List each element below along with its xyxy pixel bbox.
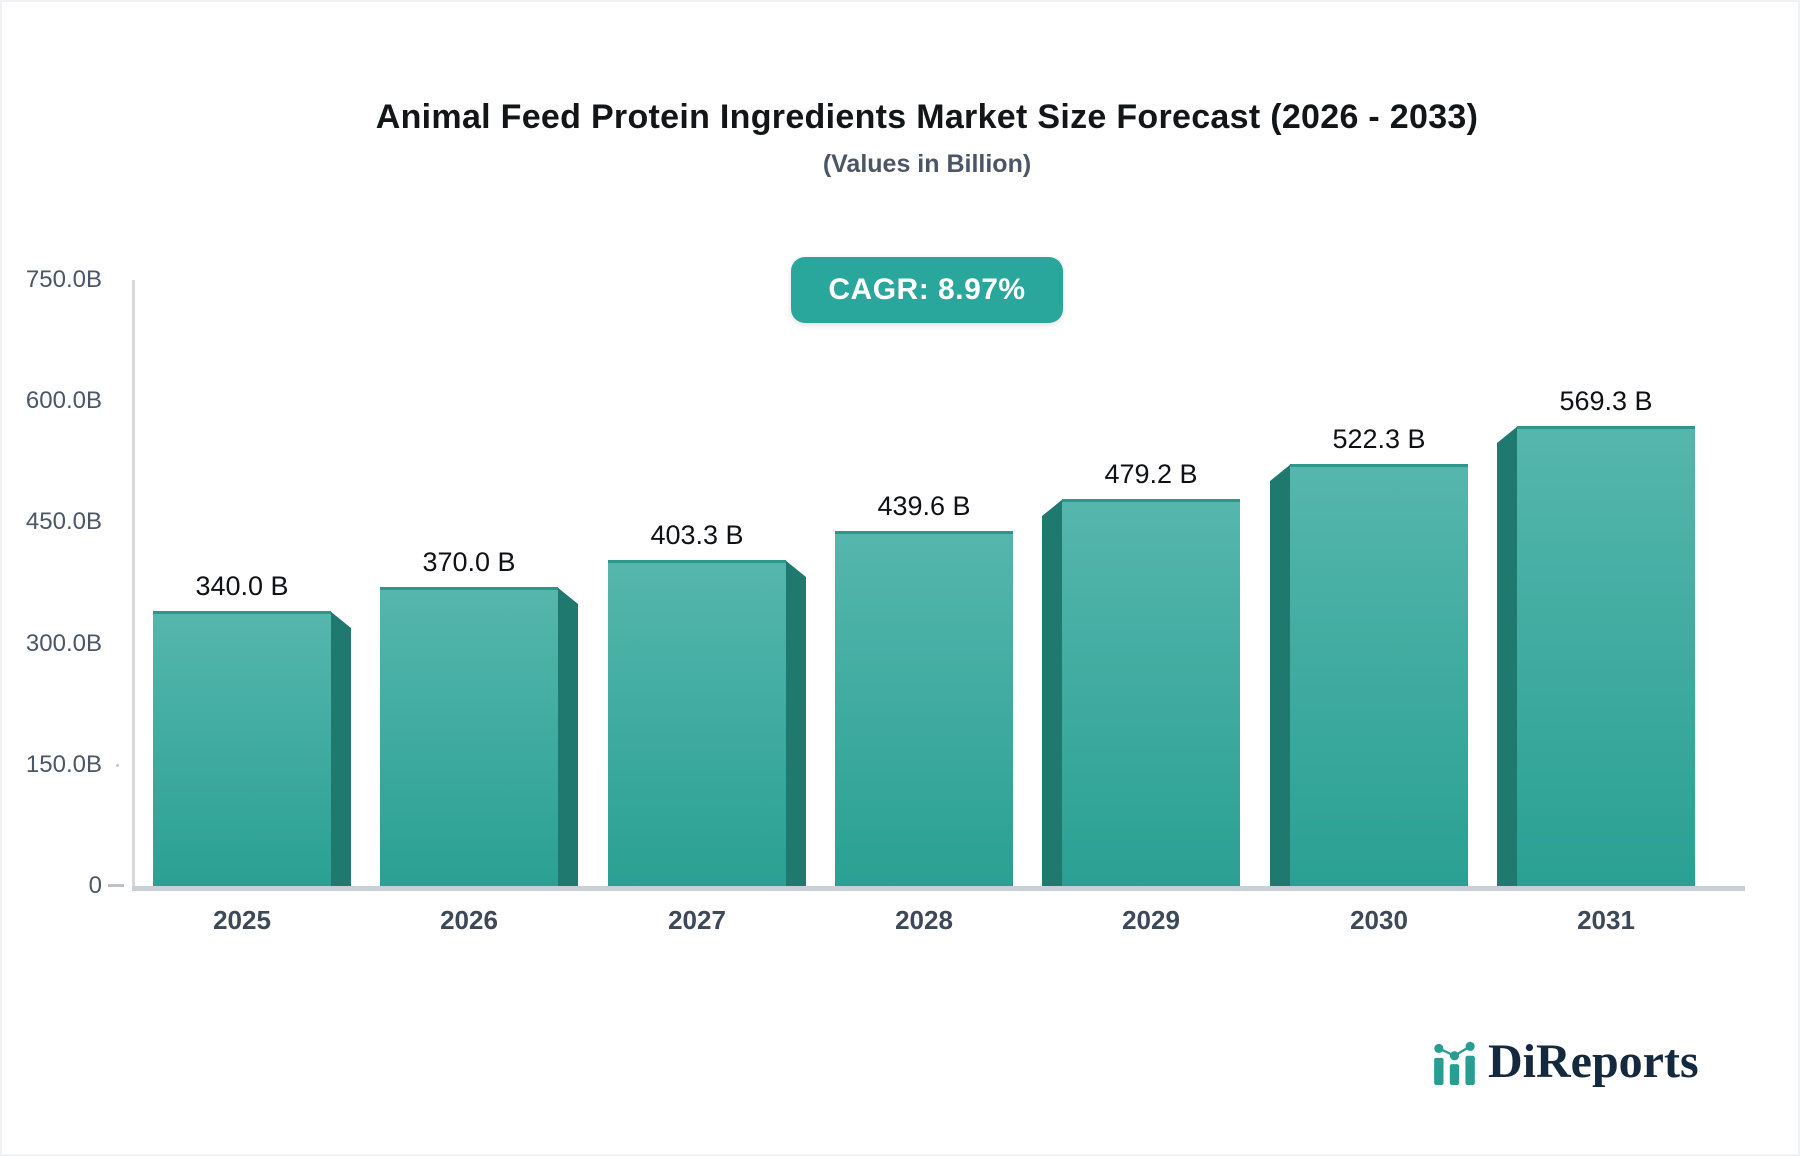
cagr-badge-label: CAGR: 8.97% bbox=[828, 273, 1026, 306]
bar-side-2031 bbox=[1497, 426, 1518, 886]
y-axis-label: 600.0B bbox=[25, 387, 102, 414]
bar-value-label: 340.0 B bbox=[195, 571, 289, 601]
x-axis-label: 2028 bbox=[895, 905, 953, 935]
chart-subtitle: (Values in Billion) bbox=[822, 150, 1032, 178]
y-axis-line bbox=[132, 280, 135, 891]
brand-logo: DiReports bbox=[1432, 1038, 1699, 1086]
bar-side-2029 bbox=[1042, 499, 1063, 886]
bar-2027 bbox=[608, 560, 786, 886]
bar-value-label: 479.2 B bbox=[1104, 459, 1198, 489]
bar-line-chart-icon bbox=[1434, 1041, 1475, 1085]
bar-side-2026 bbox=[557, 587, 578, 886]
y-axis-label: 300.0B bbox=[25, 630, 102, 657]
bar-value-label: 439.6 B bbox=[877, 491, 971, 521]
x-axis-label: 2029 bbox=[1122, 905, 1180, 935]
bar-2028 bbox=[835, 531, 1013, 886]
x-axis-label: 2031 bbox=[1577, 905, 1635, 935]
x-axis-label: 2025 bbox=[213, 905, 271, 935]
bar-side-2030 bbox=[1270, 464, 1291, 886]
brand-name: DiReports bbox=[1488, 1035, 1699, 1088]
cagr-badge: CAGR: 8.97% bbox=[791, 257, 1063, 323]
y-axis-label: 0 bbox=[88, 872, 102, 899]
x-axis-label: 2026 bbox=[440, 905, 498, 935]
bar-value-label: 569.3 B bbox=[1559, 386, 1653, 416]
bar-2031 bbox=[1517, 426, 1695, 886]
x-axis-label: 2030 bbox=[1350, 905, 1408, 935]
x-axis-label: 2027 bbox=[668, 905, 726, 935]
bar-side-2025 bbox=[330, 611, 351, 886]
bar-2026 bbox=[380, 587, 558, 886]
x-axis-baseline bbox=[132, 886, 1745, 891]
bar-value-label: 403.3 B bbox=[650, 520, 744, 550]
bar-2025 bbox=[153, 611, 331, 886]
y-axis-label: 750.0B bbox=[25, 266, 102, 293]
y-axis-label: 450.0B bbox=[25, 508, 102, 535]
bar-value-label: 370.0 B bbox=[422, 547, 516, 577]
bar-side-2027 bbox=[785, 560, 806, 886]
chart-title: Animal Feed Protein Ingredients Market S… bbox=[375, 98, 1479, 136]
y-axis-tick-dot bbox=[116, 764, 119, 767]
bar-2029 bbox=[1062, 499, 1240, 886]
y-axis-label: 150.0B bbox=[25, 751, 102, 778]
bar-2030 bbox=[1290, 464, 1468, 886]
y-axis-tick-mark bbox=[108, 884, 124, 887]
bar-value-label: 522.3 B bbox=[1332, 424, 1426, 454]
